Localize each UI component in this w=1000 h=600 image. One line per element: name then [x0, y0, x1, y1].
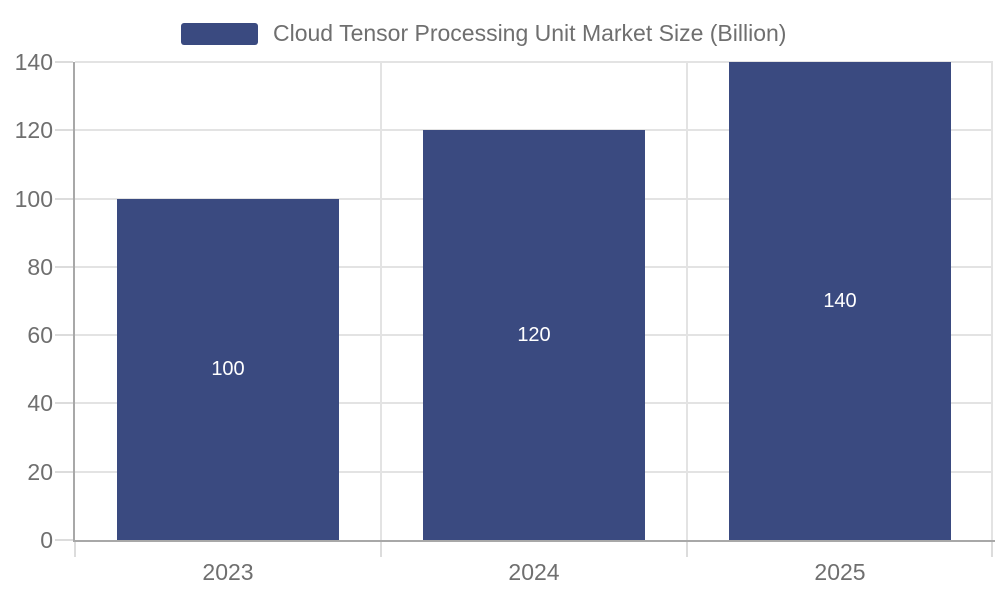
y-tick-label: 140 — [14, 49, 53, 75]
y-tick-label: 100 — [14, 186, 53, 212]
bar-value-label: 100 — [211, 358, 245, 380]
y-axis-tick — [55, 61, 73, 63]
gridline-vertical — [380, 62, 382, 540]
bar-2024[interactable]: 120 — [423, 130, 645, 540]
y-tick-label: 120 — [14, 117, 53, 143]
plot-area: 100 120 140 — [55, 61, 995, 557]
y-axis-tick — [55, 266, 73, 268]
x-axis-tick — [686, 542, 688, 557]
y-axis-tick — [55, 129, 73, 131]
y-axis-tick — [55, 334, 73, 336]
x-axis-tick — [74, 542, 76, 557]
y-tick-label: 60 — [27, 322, 53, 348]
bar-2025[interactable]: 140 — [729, 62, 951, 540]
y-tick-label: 0 — [40, 527, 53, 553]
x-axis-line — [73, 540, 995, 542]
y-axis-tick — [55, 539, 73, 541]
legend-label: Cloud Tensor Processing Unit Market Size… — [273, 20, 787, 46]
x-axis-labels: 2023 2024 2025 — [75, 557, 993, 587]
y-axis-tick — [55, 471, 73, 473]
y-tick-label: 40 — [27, 390, 53, 416]
x-tick-label: 2023 — [202, 559, 254, 585]
y-tick-label: 80 — [27, 254, 53, 280]
gridline-horizontal — [75, 61, 993, 63]
x-axis-tick — [380, 542, 382, 557]
y-tick-label: 20 — [27, 459, 53, 485]
x-tick-label: 2025 — [814, 559, 866, 585]
y-axis-tick — [55, 402, 73, 404]
legend-item[interactable]: Cloud Tensor Processing Unit Market Size… — [181, 20, 786, 47]
legend-swatch — [181, 22, 258, 45]
bar-value-label: 120 — [517, 323, 551, 346]
gridline-vertical — [686, 62, 688, 540]
gridline-vertical — [991, 62, 993, 540]
y-axis-labels: 0 20 40 60 80 100 120 140 — [0, 49, 53, 553]
legend: Cloud Tensor Processing Unit Market Size… — [181, 20, 786, 47]
x-tick-label: 2024 — [508, 559, 560, 585]
bar-2023[interactable]: 100 — [117, 199, 339, 540]
y-axis-line — [73, 62, 75, 542]
bar-value-label: 140 — [823, 289, 857, 312]
x-axis-tick — [991, 542, 993, 557]
y-axis-tick — [55, 198, 73, 200]
